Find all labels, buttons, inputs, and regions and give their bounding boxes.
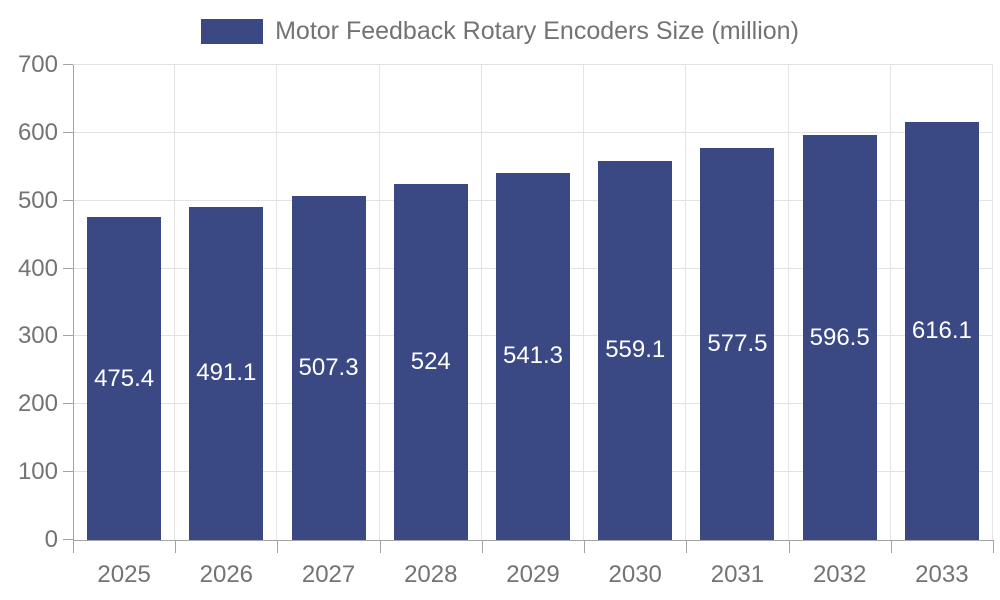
bar-value-label: 491.1 bbox=[196, 359, 257, 387]
y-axis-tick-label: 700 bbox=[17, 51, 58, 78]
y-axis-tick bbox=[63, 539, 73, 540]
x-axis-label: 2027 bbox=[301, 561, 356, 588]
x-axis-line bbox=[73, 540, 994, 541]
x-axis-tick bbox=[73, 541, 74, 553]
gridline-vertical bbox=[992, 65, 993, 540]
legend-label: Motor Feedback Rotary Encoders Size (mil… bbox=[275, 17, 799, 45]
bar-value-label: 541.3 bbox=[502, 342, 564, 370]
y-axis-tick bbox=[63, 335, 73, 337]
bar[interactable] bbox=[700, 148, 775, 540]
y-axis-tick bbox=[63, 131, 73, 133]
x-axis-label: 2031 bbox=[710, 561, 765, 588]
x-axis-label: 2033 bbox=[915, 561, 969, 588]
x-axis-tick bbox=[277, 541, 279, 553]
y-axis-tick-label: 200 bbox=[17, 390, 58, 418]
gridline-vertical bbox=[480, 65, 482, 540]
x-axis-tick bbox=[175, 541, 177, 553]
bar-value-label: 577.5 bbox=[707, 330, 768, 358]
x-axis-label: 2026 bbox=[199, 561, 254, 588]
bar-value-label: 475.4 bbox=[94, 364, 155, 392]
bar[interactable] bbox=[189, 206, 264, 540]
gridline-vertical bbox=[174, 65, 176, 540]
gridline-vertical bbox=[276, 65, 278, 540]
x-axis-tick bbox=[379, 541, 381, 553]
y-axis-tick-label: 600 bbox=[17, 118, 58, 146]
y-axis-tick bbox=[63, 403, 73, 405]
bar[interactable] bbox=[496, 172, 570, 540]
x-axis-label: 2029 bbox=[506, 561, 560, 588]
y-axis-tick bbox=[63, 267, 73, 269]
legend-swatch bbox=[201, 19, 264, 44]
x-axis-label: 2025 bbox=[97, 561, 151, 588]
gridline-vertical bbox=[685, 65, 687, 540]
bar-value-label: 507.3 bbox=[298, 353, 359, 381]
bar[interactable] bbox=[291, 195, 366, 540]
gridline-vertical bbox=[378, 65, 380, 540]
y-axis-tick bbox=[63, 471, 73, 473]
bar[interactable] bbox=[802, 135, 877, 540]
bar[interactable] bbox=[87, 217, 162, 540]
y-axis-tick-label: 400 bbox=[17, 254, 58, 282]
x-axis-tick bbox=[481, 541, 483, 553]
gridline-vertical bbox=[787, 65, 789, 540]
x-axis-label: 2032 bbox=[812, 561, 867, 588]
y-axis-tick-label: 500 bbox=[17, 186, 58, 214]
y-axis-tick-label: 300 bbox=[17, 322, 58, 350]
bar[interactable] bbox=[598, 160, 673, 540]
x-axis-tick bbox=[788, 541, 790, 553]
gridline-horizontal bbox=[73, 64, 993, 65]
gridline-vertical bbox=[583, 65, 585, 540]
y-axis-line bbox=[73, 65, 74, 540]
x-axis-tick bbox=[890, 541, 892, 553]
bar-value-label: 596.5 bbox=[809, 323, 870, 351]
x-axis-tick bbox=[584, 541, 586, 553]
x-axis-label: 2028 bbox=[404, 561, 458, 588]
chart-legend[interactable]: Motor Feedback Rotary Encoders Size (mil… bbox=[0, 17, 1000, 46]
x-axis-tick bbox=[686, 541, 688, 553]
bar-value-label: 616.1 bbox=[911, 316, 972, 344]
gridline-horizontal bbox=[73, 131, 993, 133]
bar[interactable] bbox=[904, 121, 979, 540]
x-axis-label: 2030 bbox=[608, 561, 662, 588]
bar[interactable] bbox=[393, 184, 468, 540]
y-axis-tick bbox=[63, 64, 73, 65]
bar-value-label: 524 bbox=[410, 348, 451, 376]
bar-value-label: 559.1 bbox=[605, 336, 666, 364]
x-axis-tick bbox=[993, 541, 994, 553]
y-axis-tick bbox=[63, 199, 73, 201]
y-axis-tick-label: 100 bbox=[17, 458, 58, 486]
gridline-vertical bbox=[889, 65, 891, 540]
y-axis-tick-label: 0 bbox=[44, 526, 58, 553]
